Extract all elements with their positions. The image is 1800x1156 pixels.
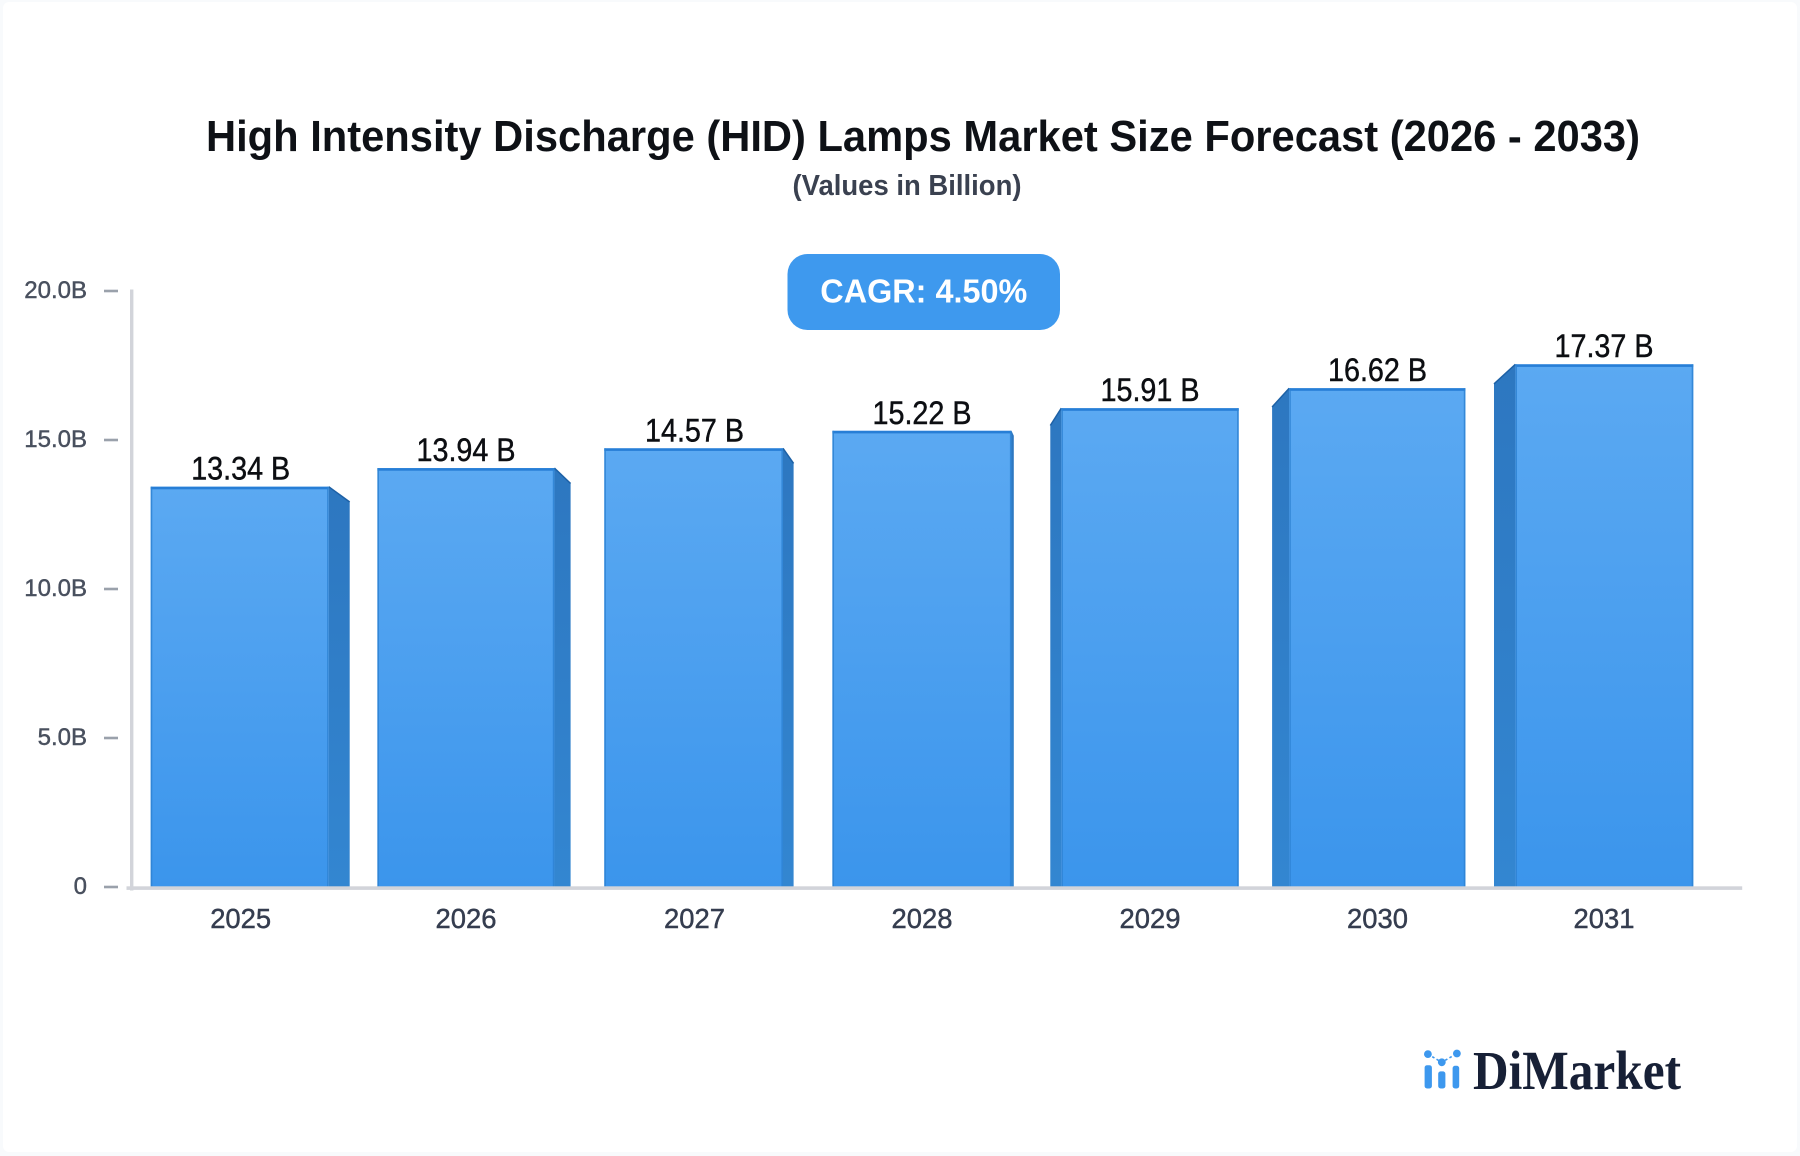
svg-text:17.37 B: 17.37 B bbox=[1555, 328, 1654, 364]
svg-text:15.22 B: 15.22 B bbox=[873, 395, 972, 431]
svg-text:13.94 B: 13.94 B bbox=[417, 432, 516, 468]
svg-text:16.62 B: 16.62 B bbox=[1328, 352, 1427, 388]
svg-text:0: 0 bbox=[74, 873, 87, 900]
svg-text:High Intensity Discharge (HID): High Intensity Discharge (HID) Lamps Mar… bbox=[206, 112, 1640, 161]
svg-text:2025: 2025 bbox=[210, 903, 271, 934]
svg-text:2026: 2026 bbox=[436, 903, 497, 934]
svg-text:15.0B: 15.0B bbox=[24, 426, 87, 453]
svg-text:2028: 2028 bbox=[892, 903, 953, 934]
svg-text:(Values in Billion): (Values in Billion) bbox=[793, 170, 1022, 202]
svg-text:20.0B: 20.0B bbox=[24, 277, 87, 304]
svg-text:2030: 2030 bbox=[1347, 903, 1408, 934]
svg-text:2027: 2027 bbox=[664, 903, 725, 934]
svg-text:CAGR: 4.50%: CAGR: 4.50% bbox=[820, 273, 1027, 310]
svg-text:15.91 B: 15.91 B bbox=[1101, 372, 1200, 408]
svg-text:10.0B: 10.0B bbox=[24, 575, 87, 602]
svg-text:DiMarket: DiMarket bbox=[1473, 1040, 1682, 1101]
svg-text:2029: 2029 bbox=[1120, 903, 1181, 934]
svg-text:14.57 B: 14.57 B bbox=[645, 413, 744, 449]
svg-text:2031: 2031 bbox=[1574, 903, 1635, 934]
svg-text:5.0B: 5.0B bbox=[38, 724, 87, 751]
svg-text:13.34 B: 13.34 B bbox=[191, 451, 290, 487]
